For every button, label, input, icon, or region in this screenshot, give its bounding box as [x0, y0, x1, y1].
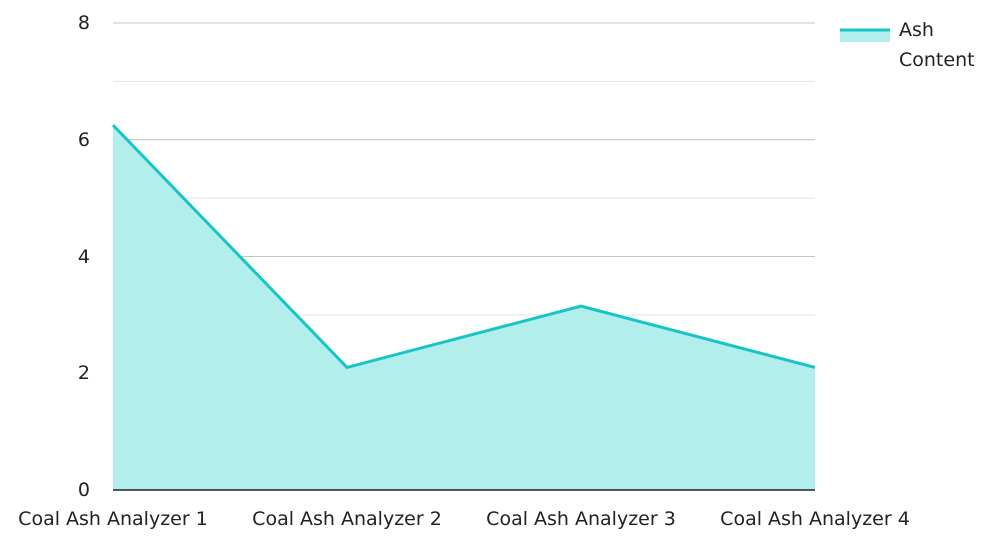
- legend-label: Ash Content: [899, 19, 975, 71]
- x-tick-label: Coal Ash Analyzer 4: [720, 508, 910, 530]
- y-tick-label: 0: [77, 479, 90, 501]
- y-tick-label: 2: [77, 362, 90, 385]
- y-tick-label: 4: [77, 245, 90, 268]
- x-tick-label: Coal Ash Analyzer 3: [486, 508, 676, 530]
- y-tick-label: 6: [77, 128, 90, 151]
- line: [111, 124, 816, 369]
- x-tick-label: Coal Ash Analyzer 2: [252, 508, 442, 530]
- area: [113, 125, 815, 490]
- y-tick-label: 8: [77, 12, 90, 34]
- x-tick-label: Coal Ash Analyzer 1: [18, 508, 208, 530]
- legend-swatch: [840, 30, 890, 42]
